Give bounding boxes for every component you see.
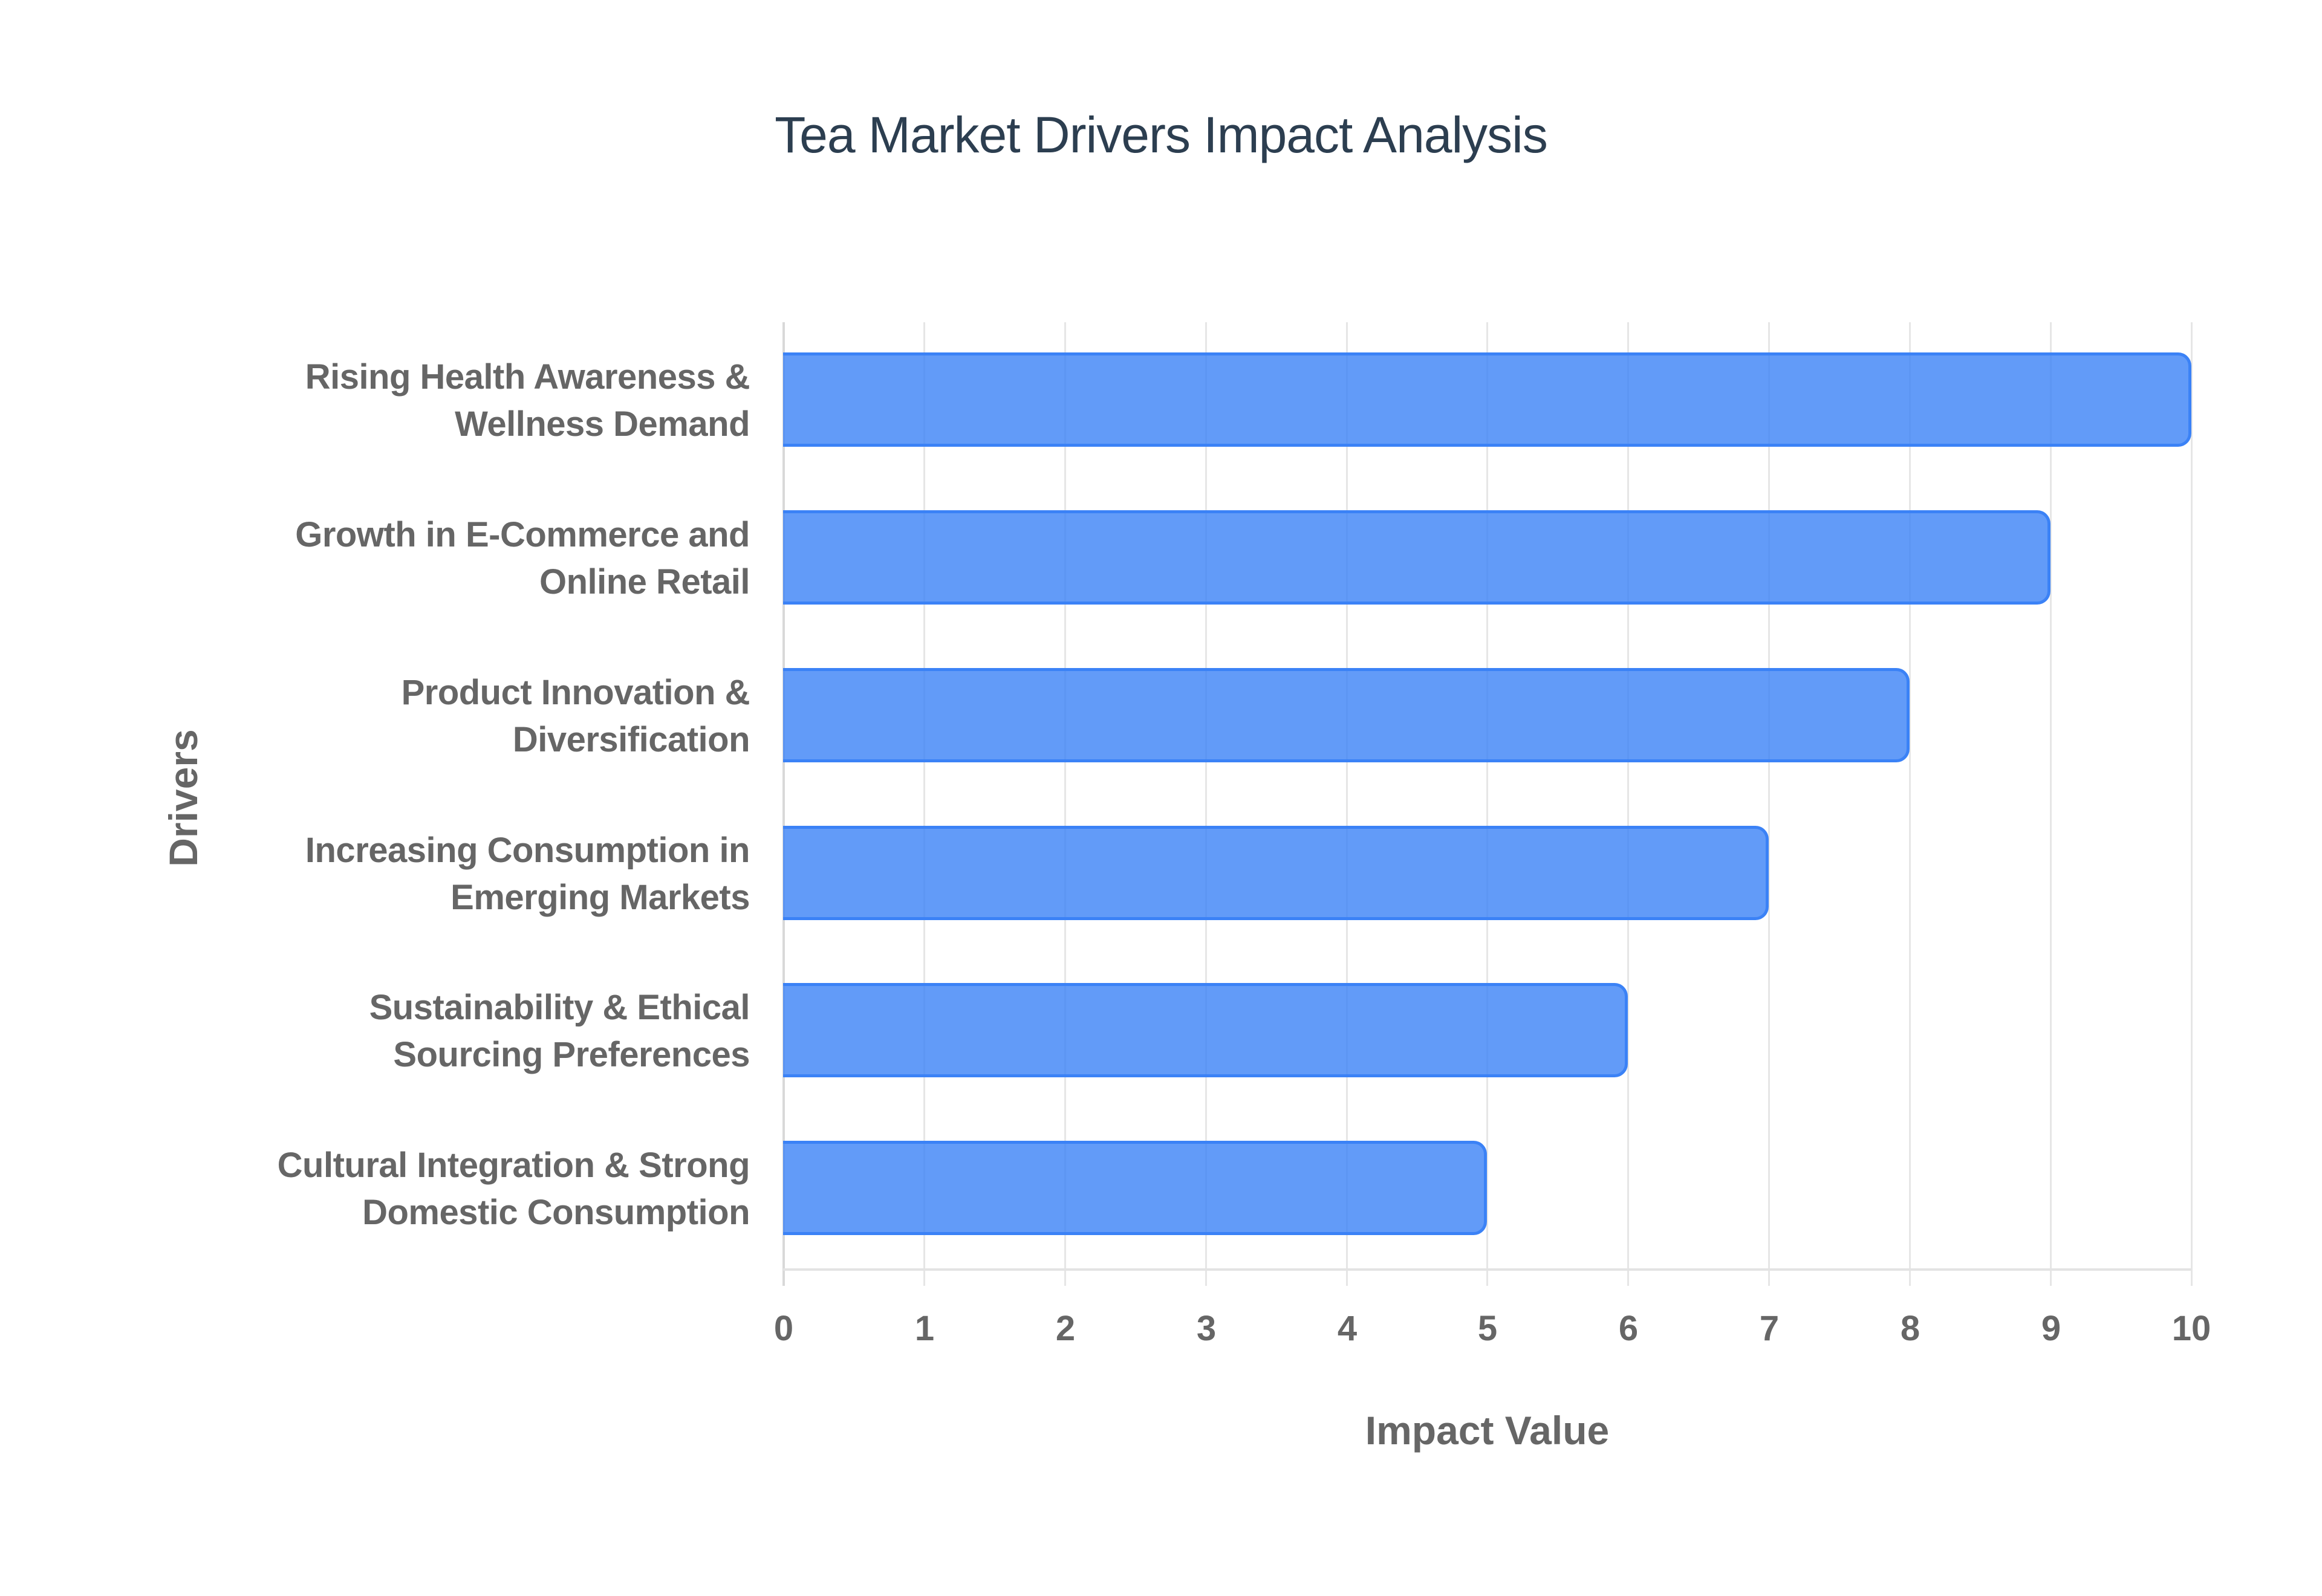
gridline [1346, 322, 1348, 1286]
gridline [1064, 322, 1066, 1286]
bar-cultural-integration[interactable] [783, 1141, 1487, 1235]
y-label-2: Product Innovation & Diversification [145, 669, 750, 764]
bar-rising-health-awareness[interactable] [783, 352, 2191, 447]
y-label-line: Sourcing Preferences [393, 1035, 750, 1074]
x-axis-title: Impact Value [1365, 1408, 1610, 1453]
gridline [2050, 322, 2052, 1286]
gridline [1486, 322, 1488, 1286]
x-axis-line [783, 1268, 2191, 1271]
gridline [2191, 322, 2193, 1286]
y-label-4: Sustainability & Ethical Sourcing Prefer… [145, 984, 750, 1079]
bar-sustainability[interactable] [783, 983, 1628, 1077]
gridline [1205, 322, 1207, 1286]
y-label-line: Online Retail [539, 562, 750, 602]
x-tick-label: 8 [1900, 1309, 1920, 1348]
x-tick-label: 5 [1477, 1309, 1498, 1348]
x-tick-label: 7 [1759, 1309, 1780, 1348]
y-label-line: Increasing Consumption in [305, 831, 750, 870]
y-label-3: Increasing Consumption in Emerging Marke… [145, 827, 750, 921]
y-label-line: Wellness Demand [455, 404, 750, 444]
y-label-1: Growth in E-Commerce and Online Retail [145, 511, 750, 606]
x-tick-label: 6 [1618, 1309, 1639, 1348]
x-tick-label: 10 [2171, 1309, 2211, 1348]
bar-growth-e-commerce[interactable] [783, 510, 2050, 605]
x-tick-label: 0 [773, 1309, 794, 1348]
x-tick-label: 4 [1337, 1309, 1358, 1348]
x-tick-label: 9 [2041, 1309, 2061, 1348]
y-label-line: Diversification [512, 720, 750, 759]
bar-product-innovation[interactable] [783, 668, 1910, 762]
y-label-0: Rising Health Awareness & Wellness Deman… [145, 354, 750, 448]
bar-emerging-markets[interactable] [783, 826, 1769, 920]
y-label-line: Cultural Integration & Strong [277, 1146, 750, 1185]
y-label-5: Cultural Integration & Strong Domestic C… [145, 1142, 750, 1236]
x-tick-label: 1 [914, 1309, 935, 1348]
gridline [923, 322, 925, 1286]
y-label-line: Domestic Consumption [362, 1193, 750, 1232]
chart-title: Tea Market Drivers Impact Analysis [775, 106, 1548, 163]
y-axis-line [782, 322, 785, 1286]
gridline [1627, 322, 1629, 1286]
y-label-line: Emerging Markets [450, 878, 750, 917]
y-label-line: Sustainability & Ethical [369, 988, 750, 1027]
y-label-line: Product Innovation & [401, 673, 750, 712]
x-tick-label: 2 [1055, 1309, 1076, 1348]
gridline [1768, 322, 1770, 1286]
y-label-line: Rising Health Awareness & [305, 357, 750, 397]
plot-area [782, 322, 2193, 1286]
x-tick-label: 3 [1196, 1309, 1217, 1348]
y-label-line: Growth in E-Commerce and [295, 515, 750, 554]
gridline [1909, 322, 1911, 1286]
